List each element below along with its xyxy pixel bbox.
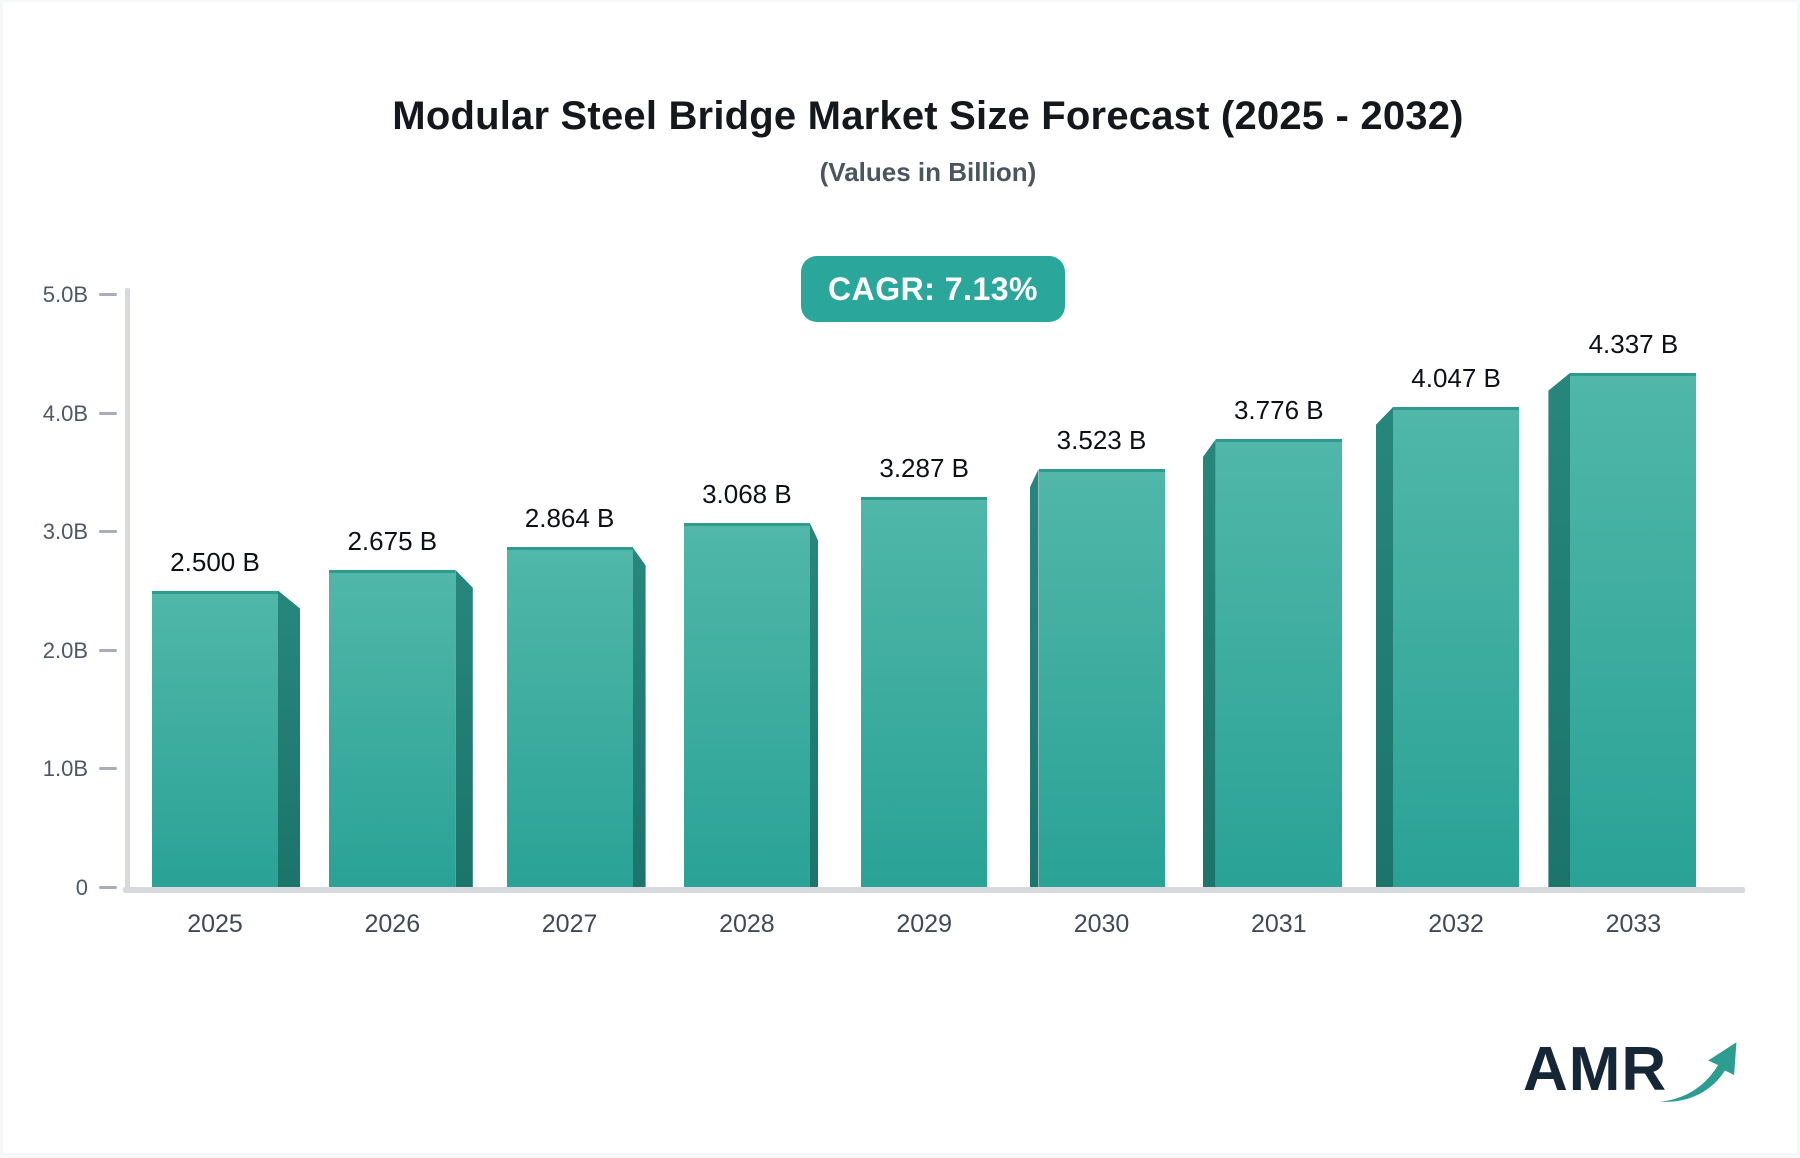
bar-value-label: 3.287 B bbox=[879, 453, 969, 484]
bar-value-label: 4.047 B bbox=[1411, 363, 1501, 394]
y-axis-tick-label: 5.0B bbox=[42, 282, 88, 307]
x-axis-category-label: 2033 bbox=[1605, 910, 1662, 938]
bar-2033 bbox=[1570, 372, 1697, 887]
bar-2025 bbox=[152, 590, 278, 887]
x-axis-category-label: 2025 bbox=[187, 910, 243, 938]
x-axis-category-label: 2031 bbox=[1250, 910, 1307, 938]
amr-logo: AMR bbox=[1523, 1030, 1741, 1108]
y-axis-tick-mark bbox=[99, 648, 117, 652]
y-axis-tick-mark bbox=[99, 293, 117, 296]
bar-side-face-2032 bbox=[1375, 407, 1394, 887]
bar-side-face-2030 bbox=[1030, 469, 1039, 887]
x-axis-baseline bbox=[123, 887, 1745, 893]
x-axis-category-label: 2029 bbox=[896, 910, 952, 938]
bar-side-face-2026 bbox=[455, 569, 473, 887]
bar-value-label: 4.337 B bbox=[1588, 328, 1679, 359]
x-axis-category-label: 2032 bbox=[1428, 910, 1484, 938]
y-axis-tick-label: 2.0B bbox=[42, 637, 88, 663]
bar-value-label: 2.864 B bbox=[524, 503, 615, 534]
bar-value-label: 2.675 B bbox=[347, 525, 438, 556]
cagr-badge: CAGR: 7.13% bbox=[801, 256, 1065, 322]
y-axis-tick-label: 4.0B bbox=[42, 400, 88, 426]
bar-2026 bbox=[329, 569, 456, 887]
x-axis-category-label: 2027 bbox=[541, 910, 598, 938]
bar-2027 bbox=[506, 547, 633, 887]
y-axis-line bbox=[125, 288, 130, 892]
bar-side-face-2031 bbox=[1202, 439, 1216, 887]
y-axis-tick-mark bbox=[99, 411, 117, 415]
bar-2028 bbox=[683, 523, 810, 887]
chart-subtitle: (Values in Billion) bbox=[819, 157, 1037, 187]
bar-side-face-2027 bbox=[632, 547, 646, 887]
y-axis-tick-mark bbox=[99, 886, 117, 889]
trend-up-arrow-icon bbox=[1660, 1042, 1737, 1102]
bar-side-face-2033 bbox=[1548, 372, 1571, 887]
x-axis-category-label: 2028 bbox=[719, 910, 775, 938]
bar-2029 bbox=[861, 497, 988, 887]
bar-2030 bbox=[1038, 469, 1165, 887]
bar-value-label: 3.068 B bbox=[702, 479, 792, 510]
y-axis-tick-label: 3.0B bbox=[42, 519, 88, 545]
y-axis-tick-mark bbox=[99, 767, 117, 771]
bar-side-face-2025 bbox=[278, 590, 300, 887]
bar-value-label: 3.776 B bbox=[1233, 395, 1324, 426]
x-axis-category-label: 2030 bbox=[1073, 910, 1130, 938]
chart-card: Modular Steel Bridge Market Size Forecas… bbox=[3, 2, 1797, 1153]
bar-2032 bbox=[1393, 407, 1520, 887]
amr-logo-text: AMR bbox=[1523, 1034, 1668, 1104]
bar-value-label: 2.500 B bbox=[170, 546, 260, 577]
bar-2031 bbox=[1215, 439, 1342, 887]
chart-header: Modular Steel Bridge Market Size Forecas… bbox=[28, 2, 1800, 188]
bar-value-label: 3.523 B bbox=[1056, 425, 1147, 456]
chart-title: Modular Steel Bridge Market Size Forecas… bbox=[392, 94, 1464, 138]
bar-side-face-2028 bbox=[809, 523, 819, 887]
y-axis-tick-label: 0 bbox=[75, 875, 88, 900]
y-axis-tick-mark bbox=[99, 530, 117, 534]
bar-chart-plot: 0 1.0B 2.0B 3.0B 4.0B 5.0B 2.500 B 2025 2.675 B 2… bbox=[3, 2, 1800, 1158]
y-axis-tick-label: 1.0B bbox=[42, 756, 88, 782]
x-axis-category-label: 2026 bbox=[364, 910, 421, 938]
cagr-badge-label: CAGR: 7.13% bbox=[828, 270, 1038, 307]
